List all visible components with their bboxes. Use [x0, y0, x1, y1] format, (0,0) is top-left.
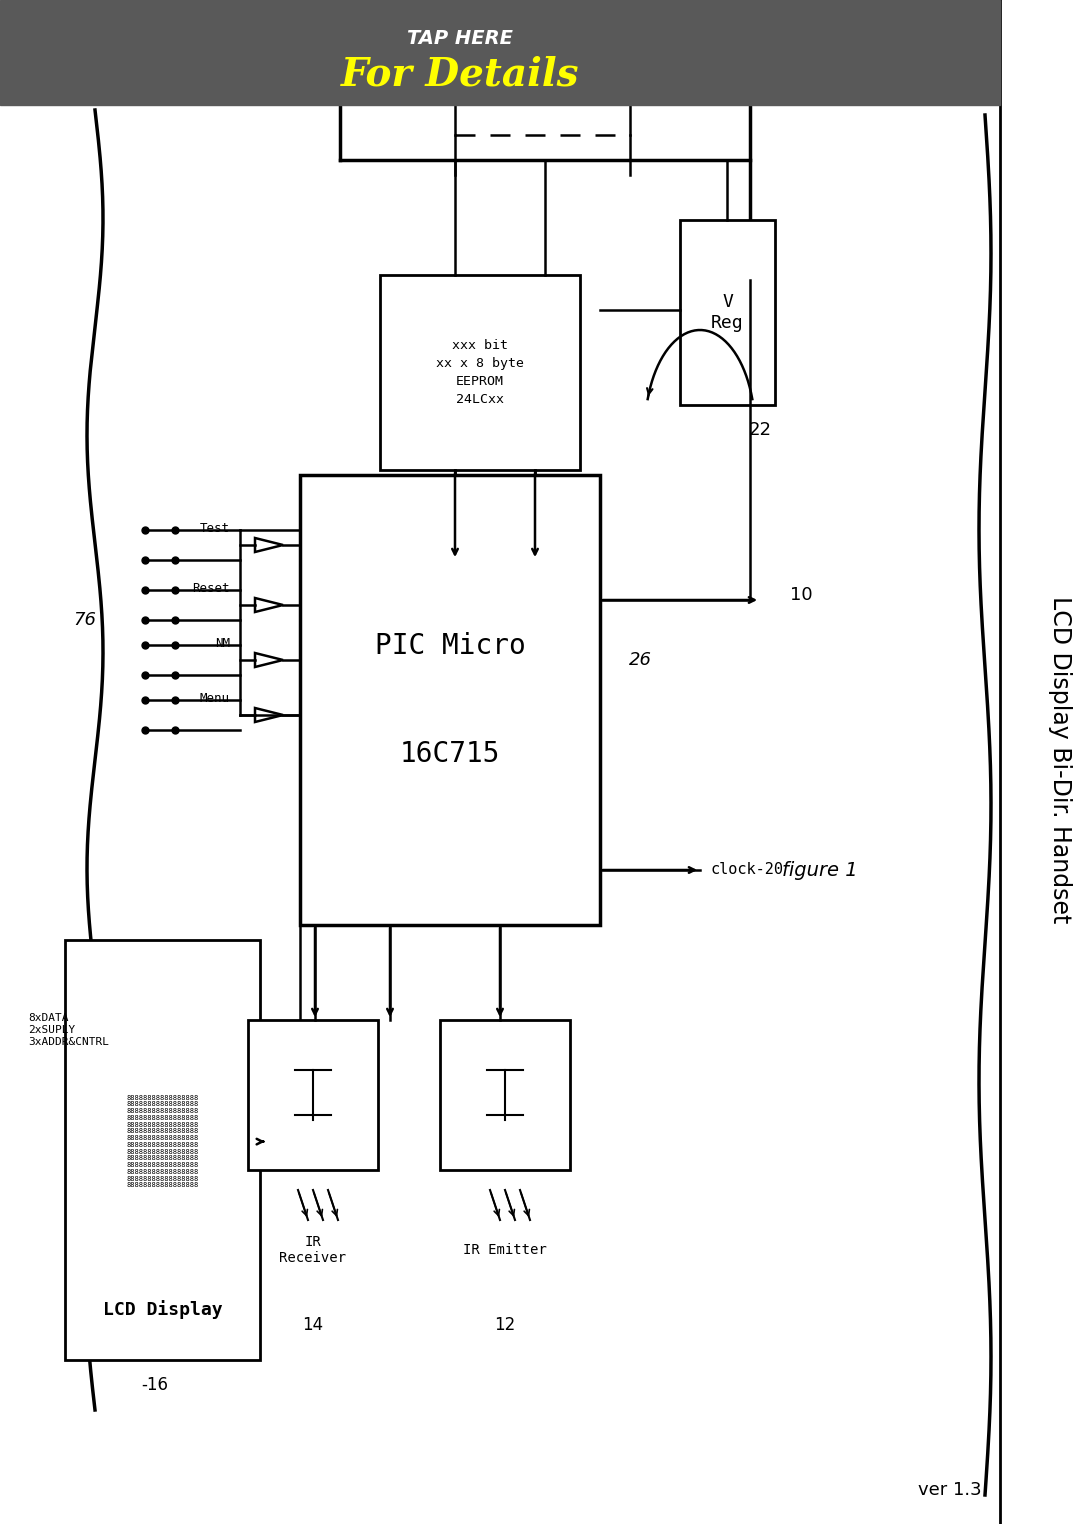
Text: LCD Display: LCD Display [103, 1300, 222, 1320]
Bar [300, 475, 600, 925]
Bar [65, 940, 260, 1359]
Text: 8xDATA
2xSUPLY
3xADDR&CNTRL: 8xDATA 2xSUPLY 3xADDR&CNTRL [28, 1013, 109, 1047]
Text: 88888888888888888
88888888888888888
88888888888888888
88888888888888888
88888888: 88888888888888888 88888888888888888 8888… [127, 1094, 198, 1189]
Text: 26: 26 [628, 651, 652, 669]
Text: clock-20: clock-20 [710, 863, 783, 878]
Bar [440, 1020, 570, 1170]
Bar [680, 219, 775, 405]
Text: NM: NM [216, 637, 230, 651]
Text: IR
Receiver: IR Receiver [279, 1234, 347, 1265]
Text: For Details: For Details [341, 56, 579, 94]
Bar [248, 1020, 378, 1170]
Text: ver 1.3: ver 1.3 [918, 1481, 982, 1500]
Bar [380, 274, 580, 469]
Text: Reset: Reset [193, 582, 230, 594]
Text: LCD Display Bi-Dir. Handset: LCD Display Bi-Dir. Handset [1048, 596, 1072, 924]
Text: V
Reg: V Reg [712, 293, 744, 332]
Text: B: B [464, 21, 477, 40]
Text: Test: Test [200, 523, 230, 535]
Text: 14: 14 [302, 1317, 324, 1334]
Text: 22: 22 [748, 421, 771, 439]
Text: 12: 12 [494, 1317, 516, 1334]
Text: xxx bit
xx x 8 byte
EEPROM
24LCxx: xxx bit xx x 8 byte EEPROM 24LCxx [436, 338, 524, 405]
Text: 76: 76 [74, 611, 96, 629]
Text: Menu: Menu [200, 692, 230, 706]
Text: 16C715: 16C715 [400, 741, 500, 768]
Text: PIC Micro: PIC Micro [375, 632, 525, 660]
Text: figure 1: figure 1 [782, 861, 858, 879]
Text: TAP HERE: TAP HERE [407, 29, 513, 47]
Bar [0, 0, 1000, 105]
Text: 24: 24 [293, 46, 316, 64]
Text: IR Emitter: IR Emitter [464, 1244, 547, 1257]
Text: -16: -16 [142, 1376, 169, 1394]
Text: 10: 10 [790, 587, 812, 604]
